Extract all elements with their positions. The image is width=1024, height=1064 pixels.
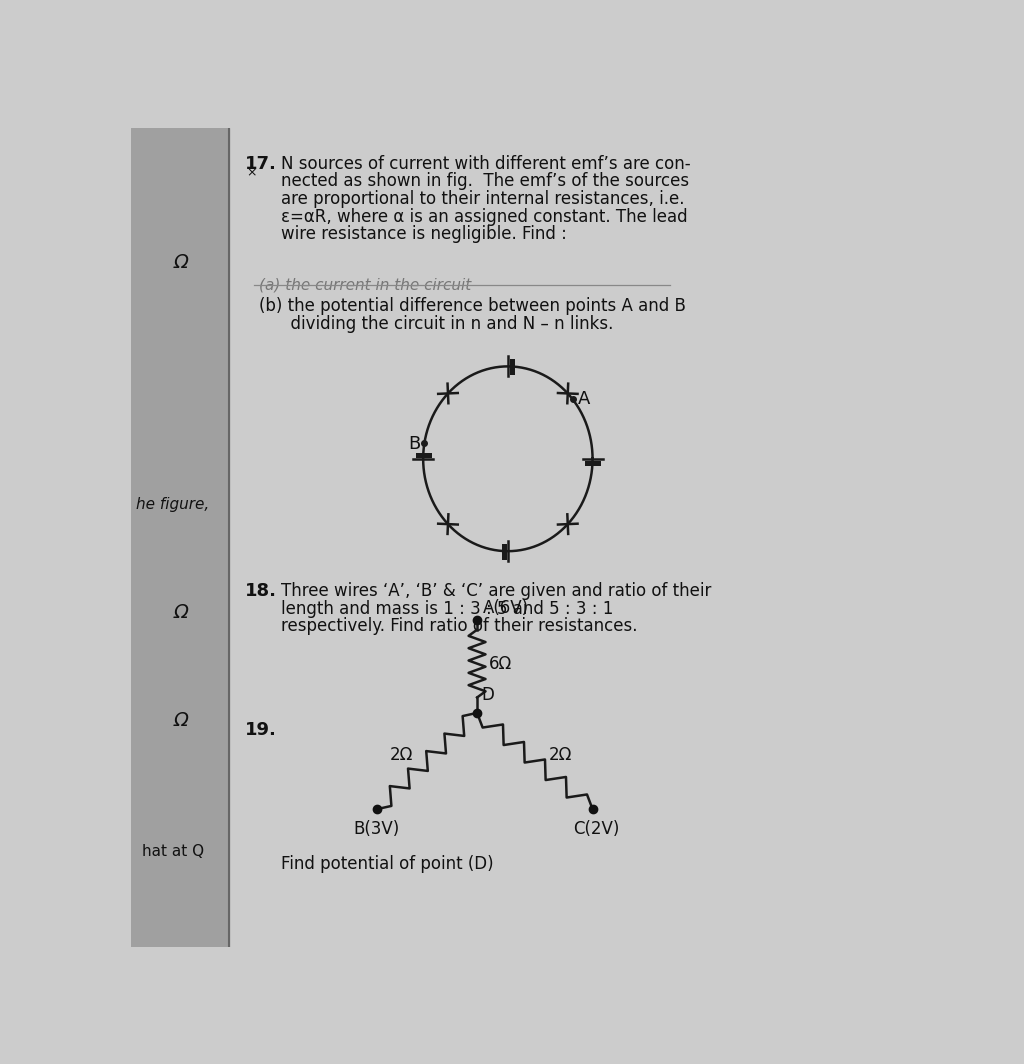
Text: 17.: 17. xyxy=(245,154,276,172)
Text: (b) the potential difference between points A and B: (b) the potential difference between poi… xyxy=(259,297,686,315)
Text: Find potential of point (D): Find potential of point (D) xyxy=(281,855,494,874)
Text: N sources of current with different emf’s are con-: N sources of current with different emf’… xyxy=(281,154,690,172)
Text: Three wires ‘A’, ‘B’ & ‘C’ are given and ratio of their: Three wires ‘A’, ‘B’ & ‘C’ are given and… xyxy=(281,582,711,600)
Text: he figure,: he figure, xyxy=(136,498,210,513)
Text: nected as shown in fig.  The emf’s of the sources: nected as shown in fig. The emf’s of the… xyxy=(281,172,689,190)
Text: 19.: 19. xyxy=(245,720,276,738)
Text: Ω: Ω xyxy=(173,253,188,272)
Bar xyxy=(131,128,229,947)
Text: B: B xyxy=(409,435,421,453)
Text: A: A xyxy=(578,390,590,409)
Text: 18.: 18. xyxy=(245,582,276,600)
Text: 2Ω: 2Ω xyxy=(549,746,572,764)
Text: A(6V): A(6V) xyxy=(482,599,528,617)
Text: length and mass is 1 : 3 : 5 and 5 : 3 : 1: length and mass is 1 : 3 : 5 and 5 : 3 :… xyxy=(281,600,613,618)
Text: D: D xyxy=(481,685,494,703)
Text: Ω: Ω xyxy=(173,711,188,730)
Text: C(2V): C(2V) xyxy=(573,820,620,838)
Text: 2Ω: 2Ω xyxy=(390,746,413,764)
Text: Ω: Ω xyxy=(173,603,188,622)
Text: ε=αR, where α is an assigned constant. The lead: ε=αR, where α is an assigned constant. T… xyxy=(281,207,687,226)
Text: wire resistance is negligible. Find :: wire resistance is negligible. Find : xyxy=(281,226,566,244)
Text: dividing the circuit in n and N – n links.: dividing the circuit in n and N – n link… xyxy=(259,315,613,333)
Text: 6Ω: 6Ω xyxy=(488,654,512,672)
Text: (a) the current in the circuit: (a) the current in the circuit xyxy=(259,278,471,293)
Text: respectively. Find ratio of their resistances.: respectively. Find ratio of their resist… xyxy=(281,617,637,635)
Text: B(3V): B(3V) xyxy=(354,820,400,838)
Text: ×: × xyxy=(246,166,257,179)
Text: hat at Q: hat at Q xyxy=(142,844,204,859)
Text: are proportional to their internal resistances, i.e.: are proportional to their internal resis… xyxy=(281,190,684,209)
